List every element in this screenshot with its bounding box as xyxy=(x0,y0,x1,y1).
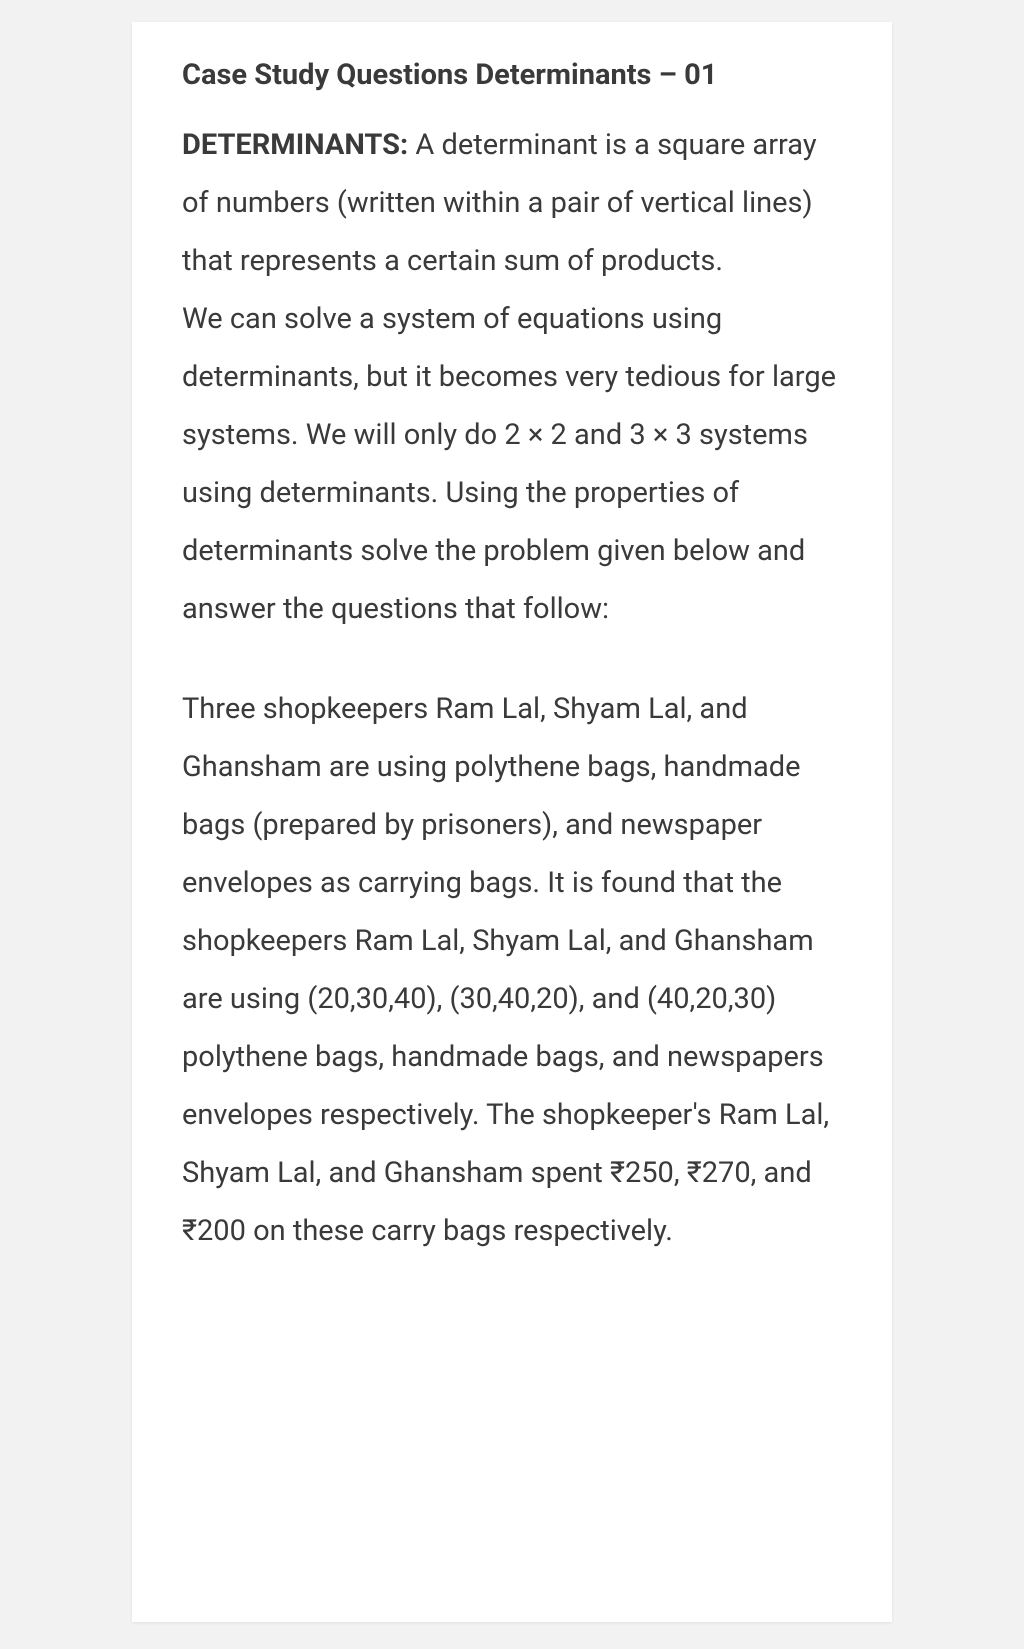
paragraph-3: Three shopkeepers Ram Lal, Shyam Lal, an… xyxy=(182,680,842,1260)
intro-lead: DETERMINANTS: xyxy=(182,128,408,162)
page-outer: Case Study Questions Determinants – 01 D… xyxy=(0,0,1024,1649)
paragraph-2: We can solve a system of equations using… xyxy=(182,290,842,638)
document-card: Case Study Questions Determinants – 01 D… xyxy=(132,22,892,1622)
intro-paragraph: DETERMINANTS: A determinant is a square … xyxy=(182,116,842,290)
document-title: Case Study Questions Determinants – 01 xyxy=(182,54,842,98)
